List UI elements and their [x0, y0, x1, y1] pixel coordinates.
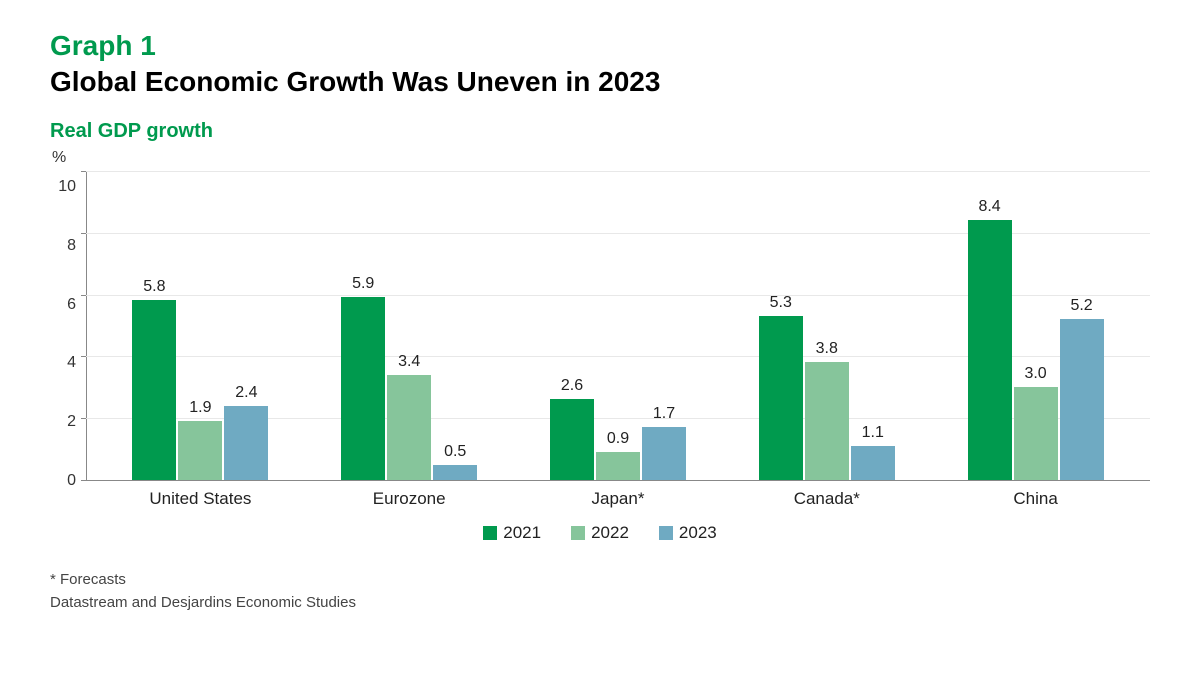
- legend-label: 2023: [679, 523, 717, 543]
- bar: [433, 465, 477, 481]
- bar-value-label: 0.5: [444, 443, 466, 461]
- legend-swatch: [659, 526, 673, 540]
- bar-wrap: 1.1: [851, 424, 895, 480]
- y-tick-label: 2: [67, 414, 76, 430]
- chart-area: 1086420 5.81.92.45.93.40.52.60.91.75.33.…: [50, 171, 1150, 481]
- bar-wrap: 5.3: [759, 294, 803, 480]
- bar-value-label: 2.6: [561, 377, 583, 395]
- bar-wrap: 5.9: [341, 275, 385, 480]
- bar-groups: 5.8 1.9 2.4 5.9 3.4 0.5 2.6 0.9 1.7 5.3 3.8 1.1 8.4 3…: [86, 171, 1150, 480]
- bar-wrap: 1.7: [642, 405, 686, 480]
- legend-item: 2022: [571, 523, 629, 543]
- y-tickmark: [81, 295, 86, 296]
- chart-subtitle: Real GDP growth: [50, 120, 1150, 143]
- y-axis-unit: %: [52, 149, 1150, 167]
- bar: [178, 421, 222, 480]
- y-tick-label: 4: [67, 355, 76, 371]
- bar: [1014, 387, 1058, 480]
- bar: [550, 399, 594, 480]
- bar-wrap: 5.2: [1060, 297, 1104, 480]
- x-axis-label: Canada*: [757, 489, 897, 509]
- bar-value-label: 5.2: [1070, 297, 1092, 315]
- bar: [387, 375, 431, 480]
- source-attribution: Datastream and Desjardins Economic Studi…: [50, 594, 1150, 611]
- legend-item: 2021: [483, 523, 541, 543]
- bar-wrap: 0.5: [433, 443, 477, 481]
- bar-wrap: 3.8: [805, 340, 849, 480]
- bar: [851, 446, 895, 480]
- bar-group: 5.3 3.8 1.1: [759, 294, 895, 480]
- bar: [759, 316, 803, 480]
- bar: [224, 406, 268, 480]
- bar-value-label: 8.4: [978, 198, 1000, 216]
- bar-value-label: 0.9: [607, 430, 629, 448]
- x-axis-label: Eurozone: [339, 489, 479, 509]
- bar-wrap: 3.4: [387, 353, 431, 480]
- bar-wrap: 1.9: [178, 399, 222, 480]
- bar-value-label: 5.9: [352, 275, 374, 293]
- bar-value-label: 1.1: [862, 424, 884, 442]
- legend-swatch: [483, 526, 497, 540]
- bar-value-label: 1.7: [653, 405, 675, 423]
- x-axis-label: Japan*: [548, 489, 688, 509]
- bar: [132, 300, 176, 480]
- x-axis-label: China: [966, 489, 1106, 509]
- footnote: * Forecasts: [50, 571, 1150, 588]
- graph-label: Graph 1: [50, 30, 1150, 62]
- chart-title: Global Economic Growth Was Uneven in 202…: [50, 66, 1150, 98]
- y-tickmark: [81, 233, 86, 234]
- bar-value-label: 3.0: [1024, 365, 1046, 383]
- bar-wrap: 3.0: [1014, 365, 1058, 480]
- bar-value-label: 3.4: [398, 353, 420, 371]
- y-axis: 1086420: [50, 171, 86, 481]
- bar-value-label: 5.3: [770, 294, 792, 312]
- y-tickmark: [81, 171, 86, 172]
- bar: [596, 452, 640, 480]
- bar-value-label: 3.8: [816, 340, 838, 358]
- bar: [1060, 319, 1104, 480]
- bar: [642, 427, 686, 480]
- bar-group: 2.6 0.9 1.7: [550, 377, 686, 480]
- x-axis-label: United States: [130, 489, 270, 509]
- bar-wrap: 5.8: [132, 278, 176, 480]
- bar-value-label: 1.9: [189, 399, 211, 417]
- bar-wrap: 8.4: [968, 198, 1012, 480]
- y-tickmark: [81, 480, 86, 481]
- legend-label: 2021: [503, 523, 541, 543]
- legend-label: 2022: [591, 523, 629, 543]
- x-axis-labels: United States Eurozone Japan* Canada* China: [50, 481, 1150, 509]
- bar-wrap: 0.9: [596, 430, 640, 480]
- legend-item: 2023: [659, 523, 717, 543]
- y-tick-label: 0: [67, 473, 76, 489]
- bar-group: 5.8 1.9 2.4: [132, 278, 268, 480]
- y-tickmark: [81, 418, 86, 419]
- y-tick-label: 10: [58, 179, 76, 195]
- bar-wrap: 2.6: [550, 377, 594, 480]
- bar-wrap: 2.4: [224, 384, 268, 480]
- y-tick-label: 8: [67, 238, 76, 254]
- bar-value-label: 2.4: [235, 384, 257, 402]
- bar-group: 8.4 3.0 5.2: [968, 198, 1104, 480]
- legend-swatch: [571, 526, 585, 540]
- bar: [805, 362, 849, 480]
- plot-area: 5.8 1.9 2.4 5.9 3.4 0.5 2.6 0.9 1.7 5.3 3.8 1.1 8.4 3…: [86, 171, 1150, 481]
- legend: 2021 2022 2023: [50, 523, 1150, 543]
- bar-group: 5.9 3.4 0.5: [341, 275, 477, 480]
- bar-value-label: 5.8: [143, 278, 165, 296]
- y-tickmark: [81, 356, 86, 357]
- bar: [968, 220, 1012, 480]
- y-tick-label: 6: [67, 297, 76, 313]
- bar: [341, 297, 385, 480]
